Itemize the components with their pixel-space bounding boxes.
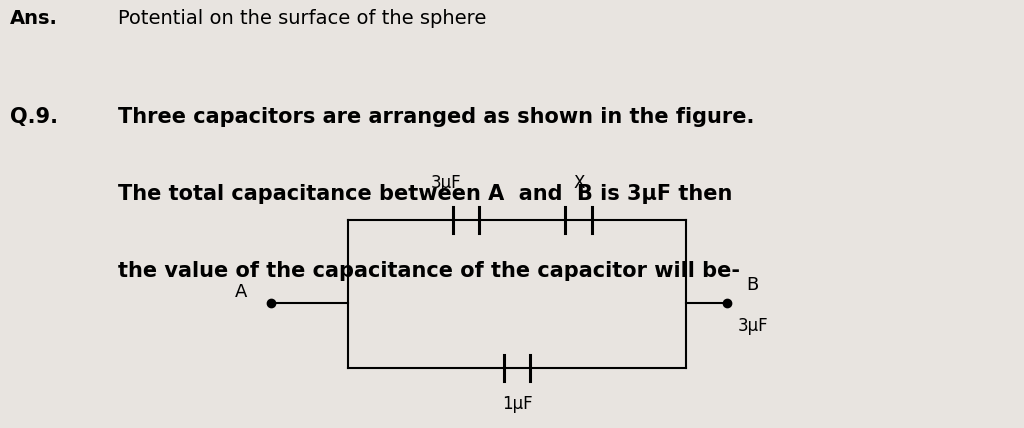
Text: Three capacitors are arranged as shown in the figure.: Three capacitors are arranged as shown i… (118, 107, 754, 127)
Text: 1μF: 1μF (502, 395, 532, 413)
Text: X: X (573, 174, 586, 192)
Text: Potential on the surface of the sphere: Potential on the surface of the sphere (118, 9, 486, 27)
Text: the value of the capacitance of the capacitor will be-: the value of the capacitance of the capa… (118, 261, 739, 281)
Text: B: B (746, 276, 759, 294)
Text: The total capacitance between A  and  B is 3μF then: The total capacitance between A and B is… (118, 184, 732, 204)
Text: Q.9.: Q.9. (10, 107, 58, 127)
Text: 3μF: 3μF (431, 174, 462, 192)
Text: 3μF: 3μF (737, 317, 768, 335)
Text: Ans.: Ans. (10, 9, 58, 27)
Text: A: A (234, 283, 247, 301)
